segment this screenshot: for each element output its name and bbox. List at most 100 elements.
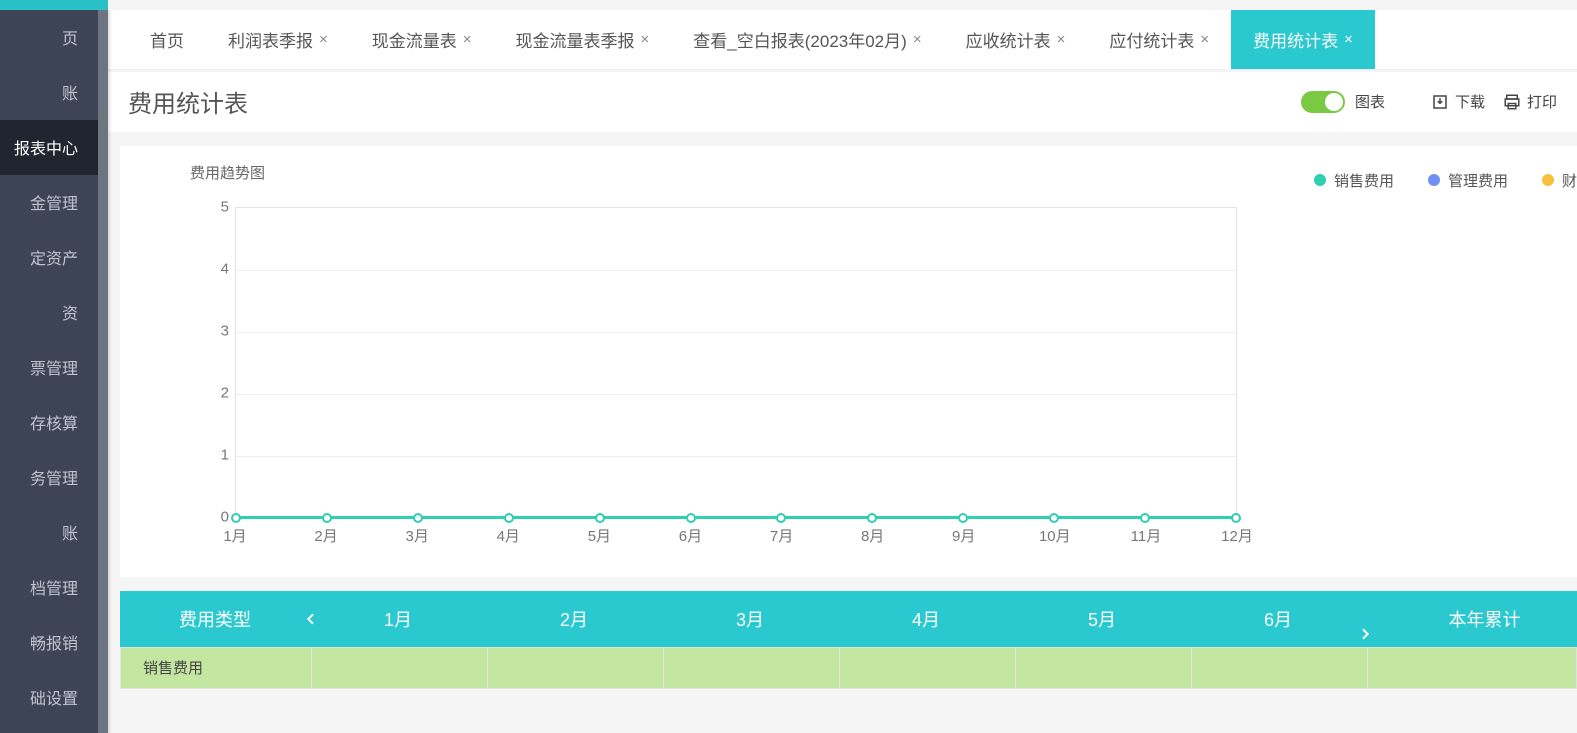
chart-toggle-label: 图表 <box>1355 91 1385 112</box>
table-header-type-label: 费用类型 <box>179 610 251 630</box>
sidebar-item-7[interactable]: 存核算 <box>0 395 108 450</box>
page-title: 费用统计表 <box>128 84 248 119</box>
close-icon[interactable]: × <box>319 31 328 48</box>
tab-4[interactable]: 查看_空白报表(2023年02月) × <box>671 10 943 69</box>
sidebar-item-0[interactable]: 页 <box>0 10 108 65</box>
table-header-month-3: 3月 <box>662 606 838 632</box>
tab-2[interactable]: 现金流量表 × <box>350 10 494 69</box>
y-tick: 3 <box>221 322 229 339</box>
chevron-right-icon <box>1357 626 1373 642</box>
tab-5[interactable]: 应收统计表 × <box>944 10 1088 69</box>
y-tick: 5 <box>221 198 229 215</box>
sidebar-item-3[interactable]: 金管理 <box>0 175 108 230</box>
x-tick: 8月 <box>861 525 884 546</box>
legend-item-0[interactable]: 销售费用 <box>1314 170 1394 191</box>
table-header-type: 费用类型 <box>120 606 310 632</box>
tab-label: 现金流量表 <box>372 27 457 52</box>
series-point[interactable] <box>1049 513 1059 523</box>
series-point[interactable] <box>1140 513 1150 523</box>
legend-item-1[interactable]: 管理费用 <box>1428 170 1508 191</box>
page-header: 费用统计表 图表 下载 打印 <box>108 72 1577 132</box>
tab-label: 利润表季报 <box>228 27 313 52</box>
sidebar-item-12[interactable]: 础设置 <box>0 670 108 725</box>
table-header-month-4: 4月 <box>838 606 1014 632</box>
close-icon[interactable]: × <box>1344 31 1353 48</box>
table-header-month-5: 5月 <box>1014 606 1190 632</box>
sidebar-item-2[interactable]: 报表中心 <box>0 120 108 175</box>
tab-label: 首页 <box>150 27 184 52</box>
tab-7[interactable]: 费用统计表× <box>1231 10 1375 69</box>
sidebar-item-8[interactable]: 务管理 <box>0 450 108 505</box>
table-cell <box>311 648 487 688</box>
series-line <box>236 516 1236 519</box>
close-icon[interactable]: × <box>641 31 650 48</box>
y-tick: 0 <box>221 508 229 525</box>
close-icon[interactable]: × <box>913 31 922 48</box>
tab-label: 应收统计表 <box>966 27 1051 52</box>
table-prev-button[interactable] <box>298 606 324 632</box>
tab-label: 查看_空白报表(2023年02月) <box>693 27 907 52</box>
table-body: 销售费用 <box>120 647 1577 689</box>
series-point[interactable] <box>867 513 877 523</box>
x-tick: 11月 <box>1131 525 1162 546</box>
table-header-month-1: 1月 <box>310 606 486 632</box>
series-point[interactable] <box>686 513 696 523</box>
series-point[interactable] <box>595 513 605 523</box>
y-tick: 2 <box>221 384 229 401</box>
sidebar-item-4[interactable]: 定资产 <box>0 230 108 285</box>
tab-3[interactable]: 现金流量表季报 × <box>494 10 672 69</box>
sidebar-scrollbar[interactable] <box>98 10 108 733</box>
sidebar-item-11[interactable]: 畅报销 <box>0 615 108 670</box>
tab-bar: 首页 利润表季报 × 现金流量表 × 现金流量表季报 × 查看_空白报表(2023年02月) ×… <box>108 10 1577 70</box>
chart-toggle[interactable] <box>1301 91 1345 113</box>
x-tick: 1月 <box>223 525 246 546</box>
sidebar-item-9[interactable]: 账 <box>0 505 108 560</box>
x-tick: 10月 <box>1039 525 1071 546</box>
x-tick: 2月 <box>314 525 337 546</box>
table-cell <box>1191 648 1367 688</box>
legend-dot-icon <box>1314 174 1326 186</box>
x-tick: 5月 <box>588 525 611 546</box>
series-point[interactable] <box>504 513 514 523</box>
sidebar-item-1[interactable]: 账 <box>0 65 108 120</box>
sidebar-item-5[interactable]: 资 <box>0 285 108 340</box>
tab-6[interactable]: 应付统计表× <box>1087 10 1231 69</box>
table-next-button[interactable] <box>1352 621 1378 647</box>
table-row[interactable]: 销售费用 <box>120 647 1577 689</box>
legend-label: 管理费用 <box>1448 170 1508 191</box>
table-cell-type: 销售费用 <box>121 657 311 678</box>
y-tick: 1 <box>221 446 229 463</box>
sidebar-item-6[interactable]: 票管理 <box>0 340 108 395</box>
legend-dot-icon <box>1542 174 1554 186</box>
sidebar: 页账报表中心金管理定资产资票管理存核算务管理账档管理畅报销础设置 <box>0 10 108 733</box>
download-icon <box>1431 93 1449 111</box>
print-icon <box>1503 93 1521 111</box>
close-icon[interactable]: × <box>1200 31 1209 48</box>
tab-1[interactable]: 利润表季报 × <box>206 10 350 69</box>
download-button[interactable]: 下载 <box>1431 91 1485 112</box>
legend-item-2[interactable]: 财 <box>1542 170 1577 191</box>
series-point[interactable] <box>413 513 423 523</box>
x-tick: 12月 <box>1221 525 1253 546</box>
chevron-left-icon <box>303 611 319 627</box>
sidebar-item-10[interactable]: 档管理 <box>0 560 108 615</box>
tab-0[interactable]: 首页 <box>128 10 206 69</box>
y-tick: 4 <box>221 260 229 277</box>
print-label: 打印 <box>1527 91 1557 112</box>
tab-label: 现金流量表季报 <box>516 27 635 52</box>
series-point[interactable] <box>776 513 786 523</box>
series-point[interactable] <box>1231 513 1241 523</box>
x-tick: 7月 <box>770 525 793 546</box>
series-point[interactable] <box>958 513 968 523</box>
legend-label: 销售费用 <box>1334 170 1394 191</box>
close-icon[interactable]: × <box>1057 31 1066 48</box>
x-tick: 6月 <box>679 525 702 546</box>
series-point[interactable] <box>322 513 332 523</box>
main-area: 首页 利润表季报 × 现金流量表 × 现金流量表季报 × 查看_空白报表(2023年02月) ×… <box>108 10 1577 733</box>
print-button[interactable]: 打印 <box>1503 91 1557 112</box>
chart-plot-area: 012345 1月2月3月4月5月6月7月8月9月10月11月12月 <box>140 207 1557 547</box>
close-icon[interactable]: × <box>463 31 472 48</box>
gridline <box>236 270 1236 271</box>
gridline <box>236 394 1236 395</box>
series-point[interactable] <box>231 513 241 523</box>
